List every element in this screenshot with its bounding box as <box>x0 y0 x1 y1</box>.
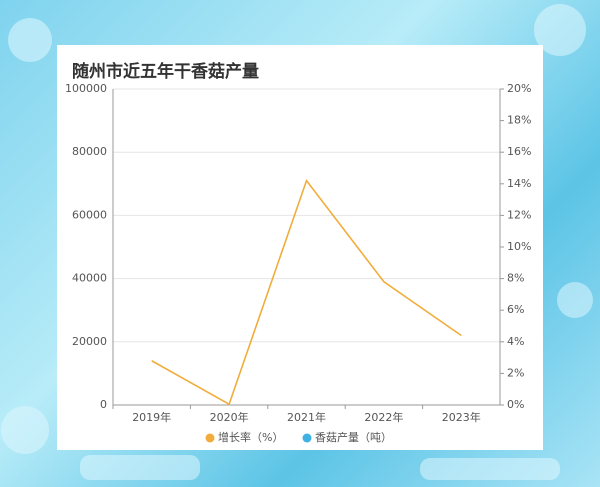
legend-label: 增长率（%） <box>218 430 283 444</box>
y2-tick-label: 0% <box>507 398 524 411</box>
legend-swatch <box>302 433 312 443</box>
x-tick-label: 2020年 <box>210 410 249 424</box>
legend-label: 香菇产量（吨） <box>315 430 392 444</box>
y2-tick-label: 14% <box>507 177 531 190</box>
x-tick-label: 2021年 <box>287 410 326 424</box>
y2-tick-label: 20% <box>507 82 531 95</box>
x-tick-label: 2023年 <box>442 410 481 424</box>
chart-title: 随州市近五年干香菇产量 <box>72 61 259 82</box>
series-line <box>151 178 462 406</box>
y2-tick-label: 18% <box>507 114 531 127</box>
y-tick-label: 100000 <box>65 82 107 95</box>
y2-tick-label: 2% <box>507 366 524 379</box>
y-tick-label: 80000 <box>72 145 107 158</box>
y-tick-label: 40000 <box>72 272 107 285</box>
y-tick-label: 20000 <box>72 335 107 348</box>
y-tick-label: 60000 <box>72 208 107 221</box>
y2-tick-label: 6% <box>507 303 524 316</box>
y-tick-label: 0 <box>100 398 107 411</box>
y2-tick-label: 16% <box>507 145 531 158</box>
chart-panel <box>57 45 543 450</box>
x-tick-label: 2022年 <box>364 410 403 424</box>
legend-swatch <box>205 433 215 443</box>
y2-tick-label: 4% <box>507 335 524 348</box>
y2-tick-label: 12% <box>507 208 531 221</box>
x-tick-label: 2019年 <box>132 410 171 424</box>
y2-tick-label: 10% <box>507 240 531 253</box>
y2-tick-label: 8% <box>507 272 524 285</box>
